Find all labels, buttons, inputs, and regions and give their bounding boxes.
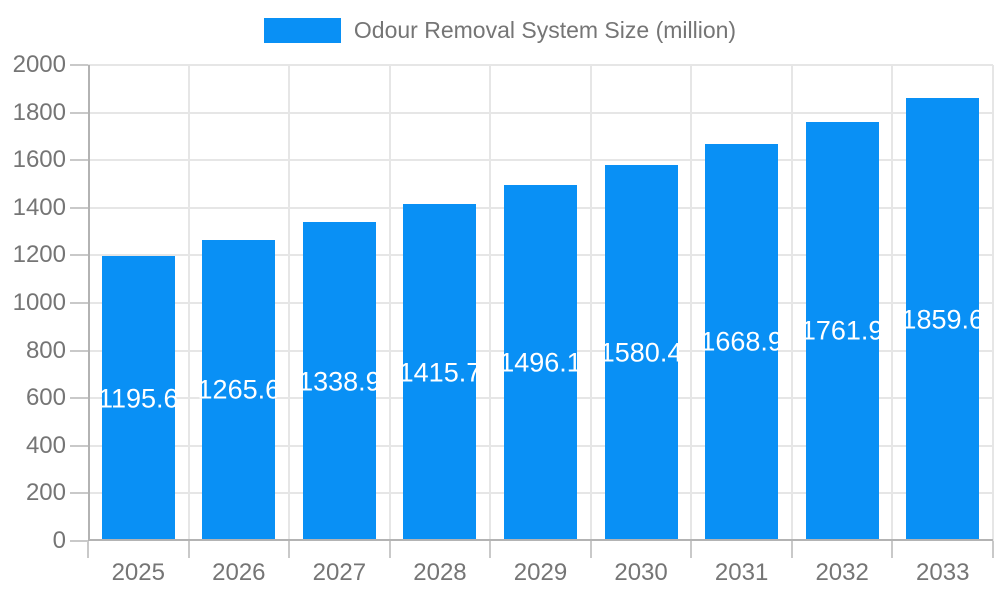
bar-value-label: 1496.1: [499, 347, 582, 378]
bar-value-label: 1195.6: [97, 383, 179, 414]
y-axis-label: 1400: [12, 193, 66, 221]
y-axis-label: 1000: [12, 289, 66, 316]
bar-value-label: 1859.6: [901, 304, 985, 335]
gridline-horizontal: [88, 111, 993, 114]
x-axis-label: 2033: [916, 559, 970, 586]
x-axis-label: 2027: [312, 559, 367, 586]
bar-2031: [705, 143, 779, 541]
y-axis-tick: [70, 444, 88, 447]
plot-area: 0 200 400 600 800 1000 1200 1400 1600 1800 2000 119…: [13, 52, 994, 586]
gridline-horizontal: [88, 64, 993, 66]
bar-value-label: 1415.7: [398, 357, 482, 388]
y-axis-tick: [70, 159, 88, 162]
y-axis-tick: [70, 302, 88, 304]
x-axis-tick: [288, 541, 291, 558]
y-axis-label: 1200: [12, 241, 66, 269]
x-axis-label: 2032: [815, 559, 869, 586]
gridline-vertical: [187, 65, 190, 541]
x-axis-tick: [891, 541, 894, 558]
x-axis-tick: [992, 541, 994, 558]
y-axis-tick: [70, 206, 88, 209]
y-axis-label: 400: [25, 431, 66, 459]
bar-2026: [202, 239, 276, 541]
x-axis-label: 2026: [212, 559, 266, 586]
x-axis-tick: [589, 541, 592, 558]
bar-value-label: 1761.9: [800, 315, 884, 346]
y-axis-label: 200: [25, 479, 66, 507]
y-axis-label: 1600: [12, 146, 66, 174]
x-axis-label: 2031: [714, 559, 769, 586]
bar-2025: [101, 256, 175, 541]
y-axis-label: 1800: [12, 98, 66, 126]
y-axis-label: 2000: [12, 51, 66, 78]
y-axis-tick: [70, 397, 88, 400]
bar-2027: [302, 222, 376, 541]
y-axis-tick: [70, 540, 88, 542]
y-axis-tick: [70, 492, 88, 495]
bar-2029: [504, 184, 577, 541]
x-axis-label: 2029: [513, 559, 568, 586]
legend-label: Odour Removal System Size (million): [353, 17, 737, 43]
bar-value-label: 1668.9: [700, 326, 783, 357]
y-axis-tick: [70, 254, 88, 257]
y-axis-tick: [70, 111, 88, 114]
x-axis-tick: [489, 541, 492, 558]
bar-value-label: 1265.6: [197, 374, 281, 405]
x-axis-label: 2030: [614, 559, 668, 586]
gridline-vertical: [690, 65, 693, 541]
chart-legend: Odour Removal System Size (million): [0, 17, 1000, 44]
bar-value-label: 1338.9: [298, 366, 381, 397]
bar-2028: [403, 204, 477, 541]
x-axis-tick: [87, 541, 89, 558]
x-axis-label: 2028: [413, 559, 467, 586]
gridline-vertical: [891, 65, 894, 541]
x-axis-tick: [388, 541, 391, 558]
gridline-vertical: [288, 65, 291, 541]
y-axis-line: [88, 65, 90, 541]
x-axis-label: 2025: [111, 559, 165, 586]
x-axis-tick: [790, 541, 793, 558]
gridline-vertical: [790, 65, 793, 541]
y-axis-label: 800: [25, 336, 66, 364]
bar-2032: [805, 121, 879, 541]
bar-value-label: 1580.4: [599, 337, 683, 368]
x-axis-tick: [187, 541, 190, 558]
bar-2030: [604, 164, 678, 541]
x-axis-tick: [690, 541, 693, 558]
gridline-vertical: [589, 65, 592, 541]
gridline-vertical: [388, 65, 391, 541]
y-axis-tick: [70, 349, 88, 352]
y-axis-tick: [70, 64, 88, 66]
gridline-vertical: [992, 65, 994, 541]
gridline-horizontal: [88, 159, 993, 162]
bar-2033: [906, 98, 980, 541]
gridline-vertical: [489, 65, 492, 541]
legend-swatch: [263, 18, 341, 43]
y-axis-label: 600: [25, 384, 66, 412]
y-axis-label: 0: [52, 527, 66, 554]
x-axis-line: [88, 539, 993, 541]
